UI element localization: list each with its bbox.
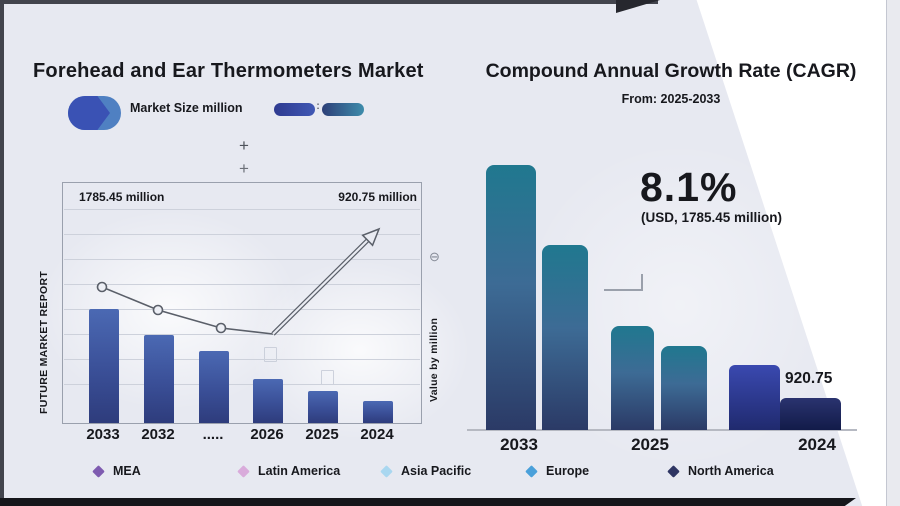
left-axis-label: 2025 (305, 426, 339, 443)
legend-diamond-icon (667, 464, 680, 478)
pill-separator: : (316, 101, 320, 112)
left-axis-label: 2024 (360, 426, 394, 443)
legend-label: Asia Pacific (401, 464, 472, 478)
gridline (64, 259, 420, 260)
gridline (64, 359, 420, 360)
right-axis-label: 2033 (500, 435, 538, 454)
left-chart-start-value: 1785.45 million (79, 190, 165, 204)
left-bar (199, 351, 229, 423)
frame-top-edge (0, 0, 658, 4)
legend-label: North America (688, 464, 774, 478)
legend-diamond-icon (237, 464, 250, 478)
capsule-icon-left (68, 96, 110, 130)
circle-minus-icon: ⊖ (429, 249, 440, 264)
legend-item: Europe (525, 464, 590, 478)
left-chart-y-label: Value by million (428, 317, 440, 402)
gridline (64, 334, 420, 335)
left-chart-end-value: 920.75 million (338, 190, 417, 204)
left-axis-label: 2033 (86, 426, 120, 443)
legend-item: Latin America (237, 464, 341, 478)
gridline (64, 284, 420, 285)
left-axis-label: 2032 (141, 426, 175, 443)
series-label: Market Size million (130, 101, 243, 115)
pill-icon (274, 103, 315, 116)
left-bar (253, 379, 283, 423)
plus-icon: + (239, 159, 249, 178)
trend-line-arrow (96, 227, 381, 336)
gridline (64, 234, 420, 235)
frame-bottom-edge (0, 498, 856, 506)
frame-right-edge (886, 0, 900, 506)
legend-item: North America (667, 464, 774, 478)
page-title: Forehead and Ear Thermometers Market (33, 60, 424, 82)
line-marker (215, 322, 227, 334)
watermark-icon (264, 347, 277, 362)
legend-label: Europe (546, 464, 590, 478)
left-chart-side-label: FUTURE MARKET REPORT (38, 270, 50, 414)
left-x-axis: 2033 2032..... 2026 2025 2024 (62, 426, 420, 446)
left-axis-label: 2026 (250, 426, 284, 443)
left-bar (144, 335, 174, 423)
left-bar (89, 309, 119, 423)
legend-diamond-icon (525, 464, 538, 478)
gridline (64, 309, 420, 310)
left-bar (308, 391, 338, 423)
pill-icon (322, 103, 364, 116)
legend-label: MEA (113, 464, 141, 478)
line-marker (96, 281, 108, 293)
background-blob (520, 140, 840, 470)
legend-diamond-icon (380, 464, 393, 478)
left-bar (363, 401, 393, 423)
frame-left-edge (0, 0, 4, 506)
plus-icon: + (239, 136, 249, 155)
left-plot: 1785.45 million 920.75 million (62, 182, 422, 424)
legend-item: MEA (92, 464, 141, 478)
legend-label: Latin America (258, 464, 341, 478)
legend-item: Asia Pacific (380, 464, 472, 478)
background-blob (250, 260, 470, 440)
legend: MEA Latin America Asia Pacific Europe North … (0, 464, 900, 488)
capsule-icon (68, 96, 121, 130)
left-axis-label: ..... (202, 426, 224, 443)
line-marker (152, 304, 164, 316)
gridline (64, 209, 420, 210)
gridline (64, 384, 420, 385)
cagr-title: Compound Annual Growth Rate (CAGR) (485, 60, 857, 82)
legend-diamond-icon (92, 464, 105, 478)
cagr-subtitle: From: 2025-2033 (621, 92, 721, 106)
